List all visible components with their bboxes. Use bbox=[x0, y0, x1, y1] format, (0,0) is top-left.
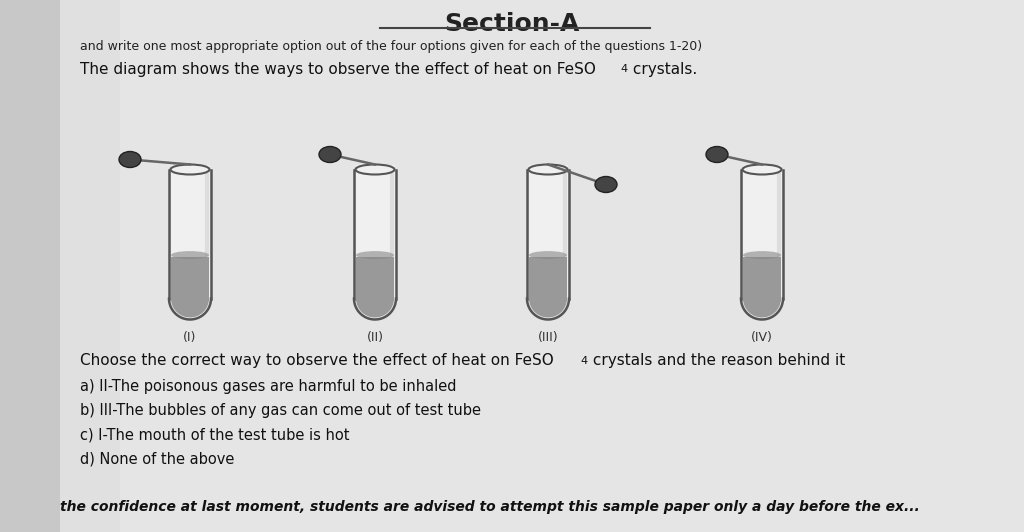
FancyBboxPatch shape bbox=[529, 257, 567, 301]
FancyBboxPatch shape bbox=[120, 0, 1024, 532]
Ellipse shape bbox=[742, 164, 781, 174]
Polygon shape bbox=[171, 298, 209, 318]
Text: d) None of the above: d) None of the above bbox=[80, 452, 234, 467]
FancyBboxPatch shape bbox=[355, 164, 394, 301]
Text: c) I-The mouth of the test tube is hot: c) I-The mouth of the test tube is hot bbox=[80, 428, 349, 443]
Ellipse shape bbox=[171, 251, 209, 259]
Text: 4: 4 bbox=[620, 64, 627, 74]
Text: crystals and the reason behind it: crystals and the reason behind it bbox=[588, 353, 845, 369]
Text: crystals.: crystals. bbox=[628, 62, 697, 77]
Text: a) II-The poisonous gases are harmful to be inhaled: a) II-The poisonous gases are harmful to… bbox=[80, 379, 457, 395]
Text: (I): (I) bbox=[183, 331, 197, 345]
FancyBboxPatch shape bbox=[528, 164, 567, 301]
Ellipse shape bbox=[119, 152, 141, 168]
Ellipse shape bbox=[528, 164, 567, 174]
Polygon shape bbox=[171, 298, 210, 318]
Text: Section-A: Section-A bbox=[444, 12, 580, 36]
Ellipse shape bbox=[171, 164, 210, 174]
Text: Choose the correct way to observe the effect of heat on FeSO: Choose the correct way to observe the ef… bbox=[80, 353, 554, 369]
FancyBboxPatch shape bbox=[356, 257, 394, 301]
Ellipse shape bbox=[595, 177, 617, 193]
Ellipse shape bbox=[319, 146, 341, 162]
Text: The diagram shows the ways to observe the effect of heat on FeSO: The diagram shows the ways to observe th… bbox=[80, 62, 596, 77]
Polygon shape bbox=[742, 298, 781, 318]
Text: 4: 4 bbox=[580, 355, 587, 365]
FancyBboxPatch shape bbox=[171, 257, 209, 301]
FancyBboxPatch shape bbox=[171, 164, 210, 301]
Text: and write one most appropriate option out of the four options given for each of : and write one most appropriate option ou… bbox=[80, 40, 702, 53]
Text: b) III-The bubbles of any gas can come out of test tube: b) III-The bubbles of any gas can come o… bbox=[80, 403, 481, 419]
Ellipse shape bbox=[743, 251, 781, 259]
Ellipse shape bbox=[529, 251, 567, 259]
Ellipse shape bbox=[706, 146, 728, 162]
FancyBboxPatch shape bbox=[743, 257, 781, 301]
Polygon shape bbox=[528, 298, 567, 318]
FancyBboxPatch shape bbox=[60, 0, 1024, 532]
Text: (IV): (IV) bbox=[751, 331, 773, 345]
Text: (II): (II) bbox=[367, 331, 384, 345]
Polygon shape bbox=[529, 298, 567, 318]
Polygon shape bbox=[355, 298, 394, 318]
Polygon shape bbox=[356, 298, 394, 318]
FancyBboxPatch shape bbox=[742, 164, 781, 301]
Text: (III): (III) bbox=[538, 331, 558, 345]
Ellipse shape bbox=[356, 251, 394, 259]
Polygon shape bbox=[743, 298, 781, 318]
Text: the confidence at last moment, students are advised to attempt this sample paper: the confidence at last moment, students … bbox=[60, 500, 920, 514]
Ellipse shape bbox=[355, 164, 394, 174]
